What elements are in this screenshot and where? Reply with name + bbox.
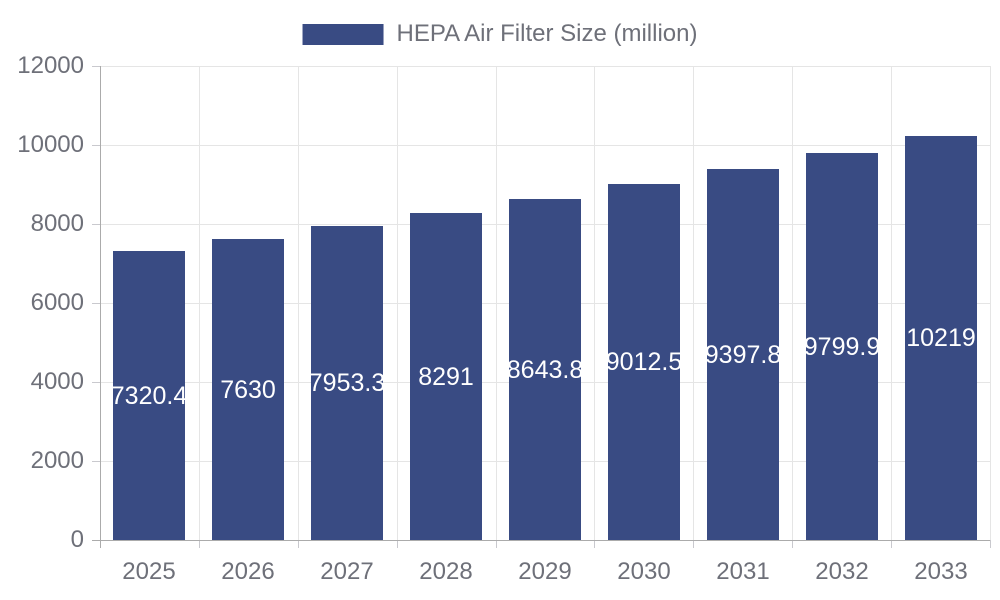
bar-2027[interactable]	[311, 226, 383, 540]
legend-item[interactable]: HEPA Air Filter Size (million)	[302, 20, 698, 48]
bar-value-label: 8643.8	[506, 356, 584, 384]
legend-label: HEPA Air Filter Size (million)	[396, 20, 698, 47]
gridline-vertical	[891, 66, 892, 540]
gridline-vertical	[496, 66, 497, 540]
x-axis-tick	[792, 540, 793, 548]
bar-2033[interactable]	[905, 136, 977, 540]
y-axis-tick-label: 4000	[30, 368, 84, 395]
bar-value-label: 9012.5	[605, 348, 683, 376]
gridline-horizontal	[100, 145, 990, 146]
y-axis-tick	[92, 461, 100, 462]
gridline-vertical	[298, 66, 299, 540]
x-axis-tick	[990, 540, 991, 548]
x-axis-tick	[496, 540, 497, 548]
bar-value-label: 8291	[418, 363, 474, 391]
bar-2028[interactable]	[410, 213, 482, 540]
x-axis-tick	[693, 540, 694, 548]
y-axis-line	[100, 66, 101, 548]
bar-value-label: 9799.9	[803, 333, 881, 361]
x-axis-tick	[199, 540, 200, 548]
gridline-vertical	[594, 66, 595, 540]
x-axis-tick-label: 2032	[815, 558, 869, 585]
legend-swatch-icon	[302, 23, 384, 45]
y-axis-tick-label: 10000	[17, 131, 84, 158]
x-axis-tick	[298, 540, 299, 548]
y-axis-tick	[92, 303, 100, 304]
bar-2029[interactable]	[509, 199, 581, 540]
bar-2031[interactable]	[707, 169, 779, 540]
bar-value-label: 10219	[906, 324, 976, 352]
x-axis-tick-label: 2026	[221, 558, 275, 585]
bar-2026[interactable]	[212, 239, 284, 540]
gridline-vertical	[199, 66, 200, 540]
x-axis-tick	[891, 540, 892, 548]
gridline-vertical	[397, 66, 398, 540]
gridline-vertical	[990, 66, 991, 540]
gridline-vertical	[693, 66, 694, 540]
x-axis-tick-label: 2025	[122, 558, 176, 585]
bar-2030[interactable]	[608, 184, 680, 540]
x-axis-tick-label: 2033	[914, 558, 968, 585]
y-axis-tick	[92, 382, 100, 383]
bar-value-label: 7630	[220, 376, 276, 404]
x-axis-tick-label: 2030	[617, 558, 671, 585]
y-axis-tick-label: 8000	[30, 210, 84, 237]
y-axis-tick	[92, 66, 100, 67]
x-axis-tick-label: 2029	[518, 558, 572, 585]
y-axis-tick-label: 6000	[30, 289, 84, 316]
x-axis-tick	[594, 540, 595, 548]
bar-2032[interactable]	[806, 153, 878, 540]
gridline-horizontal	[100, 66, 990, 67]
bar-value-label: 7953.3	[308, 369, 386, 397]
x-axis-tick-label: 2028	[419, 558, 473, 585]
gridline-vertical	[792, 66, 793, 540]
x-axis-tick-label: 2027	[320, 558, 374, 585]
bar-value-label: 9397.8	[704, 341, 782, 369]
bar-value-label: 7320.4	[110, 382, 188, 410]
y-axis-tick-label: 0	[70, 526, 84, 553]
y-axis-tick	[92, 145, 100, 146]
y-axis-tick	[92, 224, 100, 225]
bar-2025[interactable]	[113, 251, 185, 540]
x-axis-line	[92, 540, 990, 541]
x-axis-tick	[397, 540, 398, 548]
y-axis-tick-label: 2000	[30, 447, 84, 474]
y-axis-tick-label: 12000	[17, 52, 84, 79]
x-axis-tick-label: 2031	[716, 558, 770, 585]
